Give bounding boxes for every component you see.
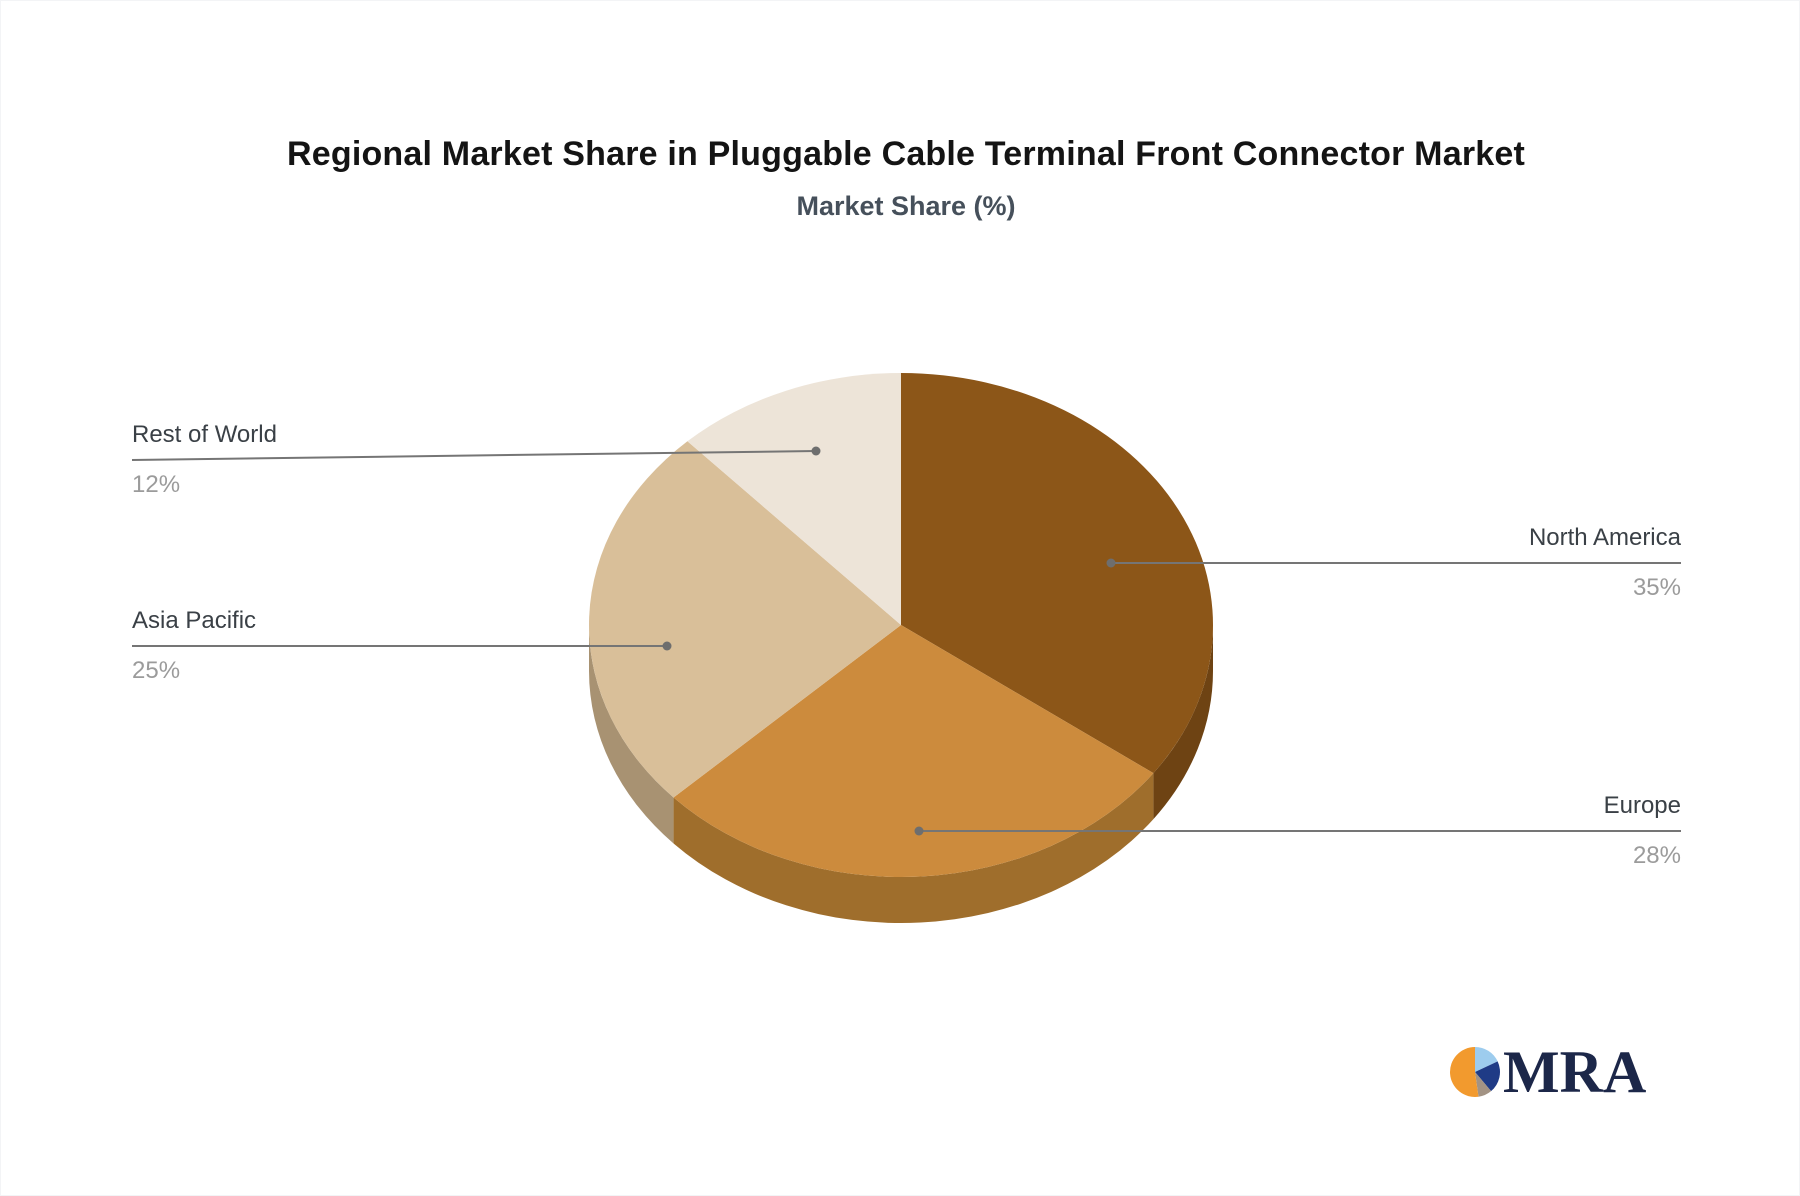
logo-icon-slice-navy <box>1475 1061 1500 1092</box>
leader-dot-asia-pacific <box>662 641 672 651</box>
pie-slice-side-asia-pacific <box>589 625 674 844</box>
slice-pct-asia-pacific: 25% <box>132 657 181 684</box>
logo-text: MRA <box>1503 1039 1647 1105</box>
slice-pct-europe: 28% <box>1632 842 1681 869</box>
chart-subtitle: Market Share (%) <box>796 191 1016 221</box>
slice-label-rest-of-world: Rest of World <box>132 421 277 448</box>
slice-label-asia-pacific: Asia Pacific <box>132 607 257 634</box>
slice-label-north-america: North America <box>1528 524 1681 551</box>
slice-pct-north-america: 35% <box>1632 574 1681 601</box>
slice-pct-rest-of-world: 12% <box>132 471 181 498</box>
logo-icon-slice-light-blue <box>1475 1047 1498 1072</box>
logo-icon-slice-orange <box>1450 1047 1479 1097</box>
pie-slice-europe[interactable] <box>673 625 1154 877</box>
slice-label-europe: Europe <box>1603 792 1681 819</box>
logo-pie-icon <box>1450 1047 1500 1097</box>
leader-dot-europe <box>914 826 924 836</box>
logo-icon-slice-warm-gray <box>1475 1072 1492 1097</box>
leader-line-rest-of-world <box>131 450 817 461</box>
pie-slice-side-north-america <box>1153 625 1213 820</box>
chart-title: Regional Market Share in Pluggable Cable… <box>286 135 1525 173</box>
leader-dot-rest-of-world <box>811 446 821 456</box>
leader-dot-north-america <box>1106 558 1116 568</box>
pie-slice-north-america[interactable] <box>901 373 1213 774</box>
pie-slice-rest-of-world[interactable] <box>687 373 901 625</box>
pie-slice-side-europe <box>673 773 1154 924</box>
pie-slice-asia-pacific[interactable] <box>589 441 901 798</box>
logo: MRA <box>1449 1041 1646 1103</box>
